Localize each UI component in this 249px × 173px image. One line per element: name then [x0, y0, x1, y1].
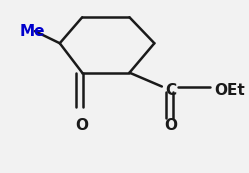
- Text: OEt: OEt: [214, 83, 245, 98]
- Text: O: O: [164, 118, 177, 133]
- Text: C: C: [165, 83, 176, 98]
- Text: O: O: [76, 118, 89, 133]
- Text: Me: Me: [20, 24, 45, 39]
